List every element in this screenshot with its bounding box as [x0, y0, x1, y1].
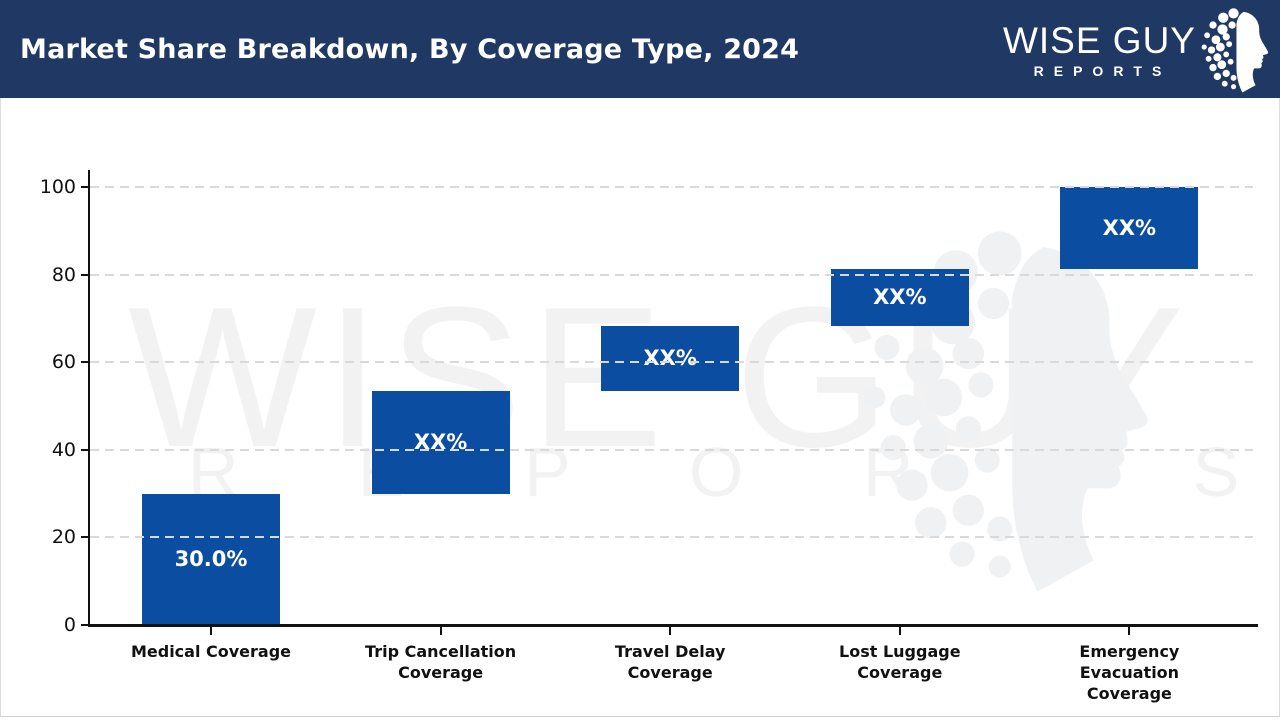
- y-tick-label: 60: [51, 351, 76, 374]
- bar-value-label: XX%: [1102, 215, 1157, 240]
- logo-wordmark-block: WISE GUY REPORTS: [1002, 19, 1196, 79]
- y-tick: [81, 361, 89, 364]
- y-tick-label: 80: [51, 263, 76, 286]
- header: Market Share Breakdown, By Coverage Type…: [0, 0, 1280, 98]
- logo-wordmark: WISE GUY: [1002, 19, 1196, 61]
- x-category-label: Lost Luggage Coverage: [839, 642, 961, 682]
- x-category-label: Emergency Evacuation Coverage: [1079, 642, 1180, 703]
- x-tick: [898, 627, 901, 635]
- y-tick: [81, 448, 89, 451]
- gridline: [90, 361, 1253, 364]
- y-tick-label: 100: [39, 176, 76, 198]
- x-tick: [439, 627, 442, 635]
- page-title: Market Share Breakdown, By Coverage Type…: [20, 33, 800, 65]
- bar-value-label: XX%: [643, 346, 697, 371]
- y-tick: [81, 273, 89, 276]
- bar-value-label: XX%: [873, 285, 927, 310]
- brand-logo: WISE GUY REPORTS: [1003, 4, 1272, 96]
- gridline: [90, 536, 1253, 539]
- logo-subtext: REPORTS: [1033, 62, 1172, 79]
- y-tick: [81, 624, 89, 626]
- gridline: [90, 448, 1253, 451]
- bar: 30.0%: [142, 493, 280, 625]
- x-tick: [210, 627, 212, 635]
- logo-head-icon: [1201, 8, 1269, 93]
- y-tick-label: 20: [51, 526, 76, 549]
- x-category-label: Medical Coverage: [130, 642, 292, 661]
- x-axis-line: [88, 624, 1258, 627]
- bar: XX%: [371, 390, 510, 494]
- y-tick: [81, 536, 89, 539]
- x-category-label: Trip Cancellation Coverage: [365, 642, 517, 682]
- gridline: [90, 273, 1253, 276]
- x-tick: [1128, 627, 1131, 635]
- y-tick-label: 0: [63, 614, 76, 636]
- y-tick: [81, 186, 89, 188]
- bar: XX%: [601, 325, 740, 391]
- y-tick-label: 40: [51, 438, 76, 461]
- bar-value-label: 30.0%: [174, 547, 248, 572]
- bar: XX%: [1060, 187, 1199, 269]
- bar: XX%: [830, 268, 969, 326]
- x-category-label: Travel Delay Coverage: [614, 642, 726, 682]
- gridline: [90, 186, 1253, 188]
- y-axis-line: [88, 170, 90, 626]
- x-tick: [669, 627, 672, 635]
